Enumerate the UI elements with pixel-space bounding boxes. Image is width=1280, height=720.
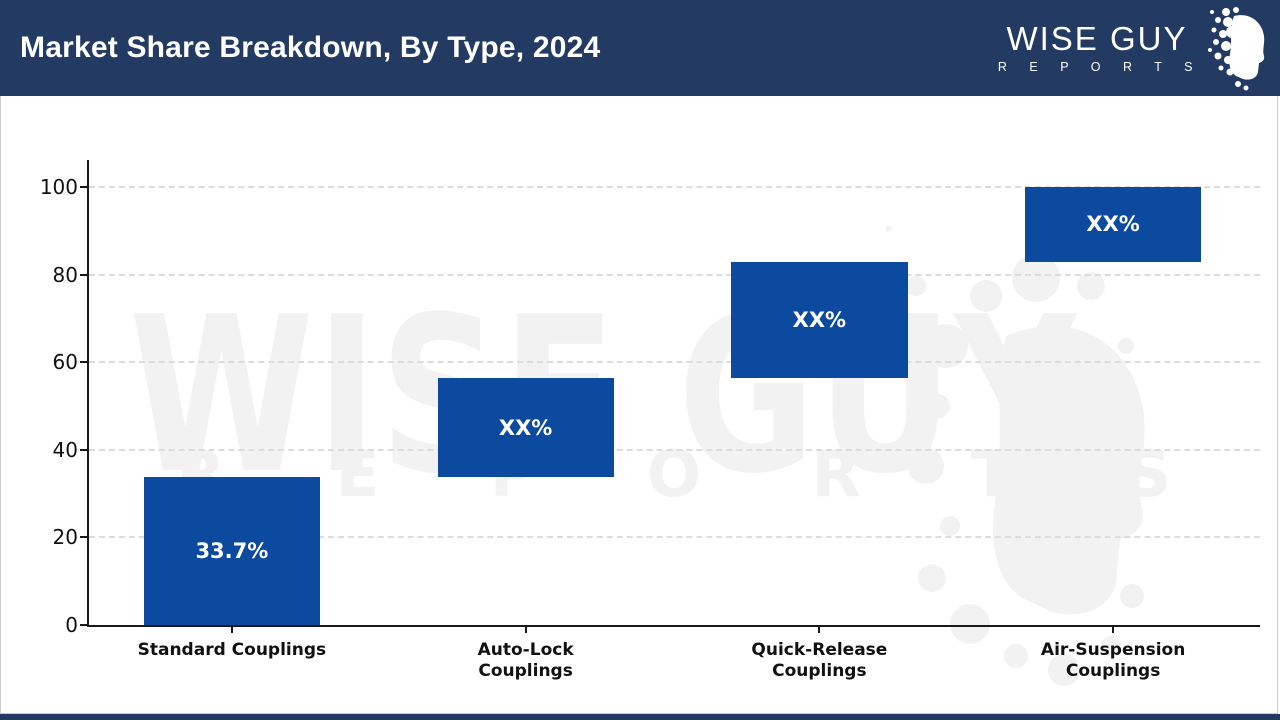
wise-guy-face-icon xyxy=(1208,7,1265,91)
brand-subname: R E P O R T S xyxy=(997,60,1202,74)
chart-canvas: WISE GUY R E P O R T S xyxy=(0,96,1278,714)
brand-logo: WISE GUY R E P O R T S xyxy=(992,0,1272,96)
page-title: Market Share Breakdown, By Type, 2024 xyxy=(20,31,601,64)
brand-logo-text: WISE GUY R E P O R T S xyxy=(992,22,1202,74)
footer-band xyxy=(0,714,1280,720)
header-band: Market Share Breakdown, By Type, 2024 WI… xyxy=(0,0,1280,96)
watermark-head-icon xyxy=(886,226,1145,686)
brand-name: WISE GUY xyxy=(1006,20,1188,57)
